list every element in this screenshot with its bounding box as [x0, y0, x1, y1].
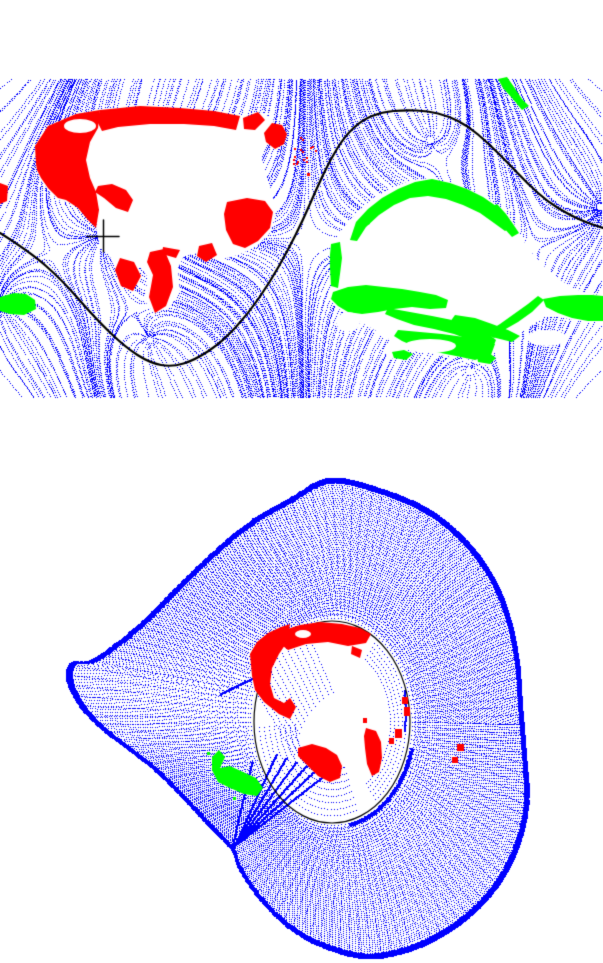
- visualization-canvas: [0, 0, 603, 963]
- field-topology-figure: [0, 0, 603, 963]
